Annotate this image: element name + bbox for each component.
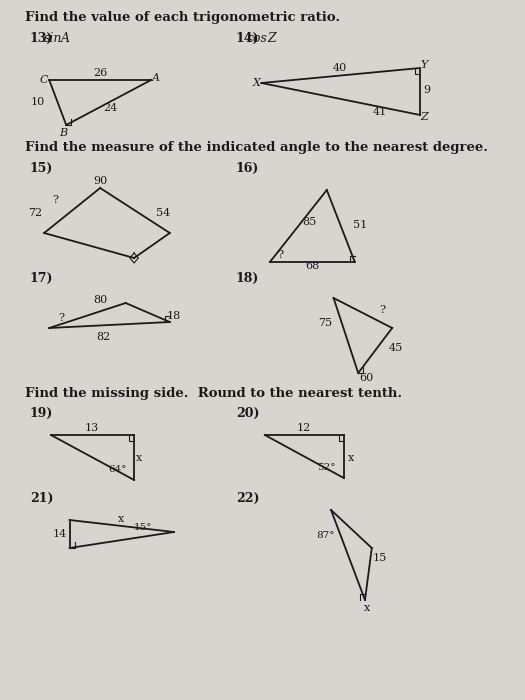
Text: 90: 90	[93, 176, 107, 186]
Text: 9: 9	[423, 85, 430, 95]
Text: 60: 60	[360, 373, 374, 383]
Text: 15°: 15°	[133, 524, 152, 533]
Text: 87°: 87°	[317, 531, 335, 540]
Text: Find the value of each trigonometric ratio.: Find the value of each trigonometric rat…	[26, 11, 341, 25]
Text: cos: cos	[247, 32, 268, 45]
Text: x: x	[363, 603, 370, 613]
Text: Find the missing side.  Round to the nearest tenth.: Find the missing side. Round to the near…	[26, 386, 403, 400]
Text: 45: 45	[388, 343, 403, 353]
Text: 17): 17)	[30, 272, 53, 284]
Text: C: C	[40, 75, 48, 85]
Text: X: X	[253, 78, 260, 88]
Text: 21): 21)	[30, 491, 53, 505]
Text: 40: 40	[332, 63, 346, 73]
Text: Find the measure of the indicated angle to the nearest degree.: Find the measure of the indicated angle …	[26, 141, 488, 155]
Text: 51: 51	[353, 220, 367, 230]
Text: 85: 85	[303, 217, 317, 227]
Text: ?: ?	[58, 313, 64, 323]
Text: A: A	[61, 32, 70, 45]
Text: 19): 19)	[30, 407, 53, 419]
Text: x: x	[118, 514, 124, 524]
Text: 14: 14	[52, 529, 67, 539]
Text: 18): 18)	[236, 272, 259, 284]
Text: 26: 26	[93, 68, 107, 78]
Text: 10: 10	[30, 97, 45, 107]
Text: 22): 22)	[236, 491, 259, 505]
Text: 80: 80	[93, 295, 107, 305]
Text: 41: 41	[373, 107, 387, 117]
Text: 20): 20)	[236, 407, 259, 419]
Text: 72: 72	[28, 208, 43, 218]
Text: x: x	[348, 453, 354, 463]
Text: sin: sin	[44, 32, 62, 45]
Text: 64°: 64°	[108, 466, 127, 475]
Text: x: x	[136, 453, 142, 463]
Text: A: A	[152, 73, 160, 83]
Text: 75: 75	[318, 318, 332, 328]
Text: 82: 82	[97, 332, 111, 342]
Text: Z: Z	[267, 32, 276, 45]
Text: ?: ?	[379, 305, 385, 315]
Text: 12: 12	[297, 423, 311, 433]
Text: 52°: 52°	[318, 463, 336, 473]
Text: Z: Z	[421, 112, 428, 122]
Text: 15): 15)	[30, 162, 53, 174]
Text: 14): 14)	[236, 32, 259, 45]
Text: 15: 15	[372, 553, 386, 563]
Text: 18: 18	[167, 311, 181, 321]
Text: 13: 13	[85, 423, 99, 433]
Text: 16): 16)	[236, 162, 259, 174]
Text: 54: 54	[156, 208, 170, 218]
Text: Y: Y	[421, 60, 428, 70]
Text: 13): 13)	[30, 32, 53, 45]
Text: 24: 24	[103, 103, 118, 113]
Text: ?: ?	[52, 195, 58, 205]
Text: ?: ?	[277, 250, 283, 260]
Text: 68: 68	[305, 261, 320, 271]
Text: B: B	[59, 128, 67, 138]
